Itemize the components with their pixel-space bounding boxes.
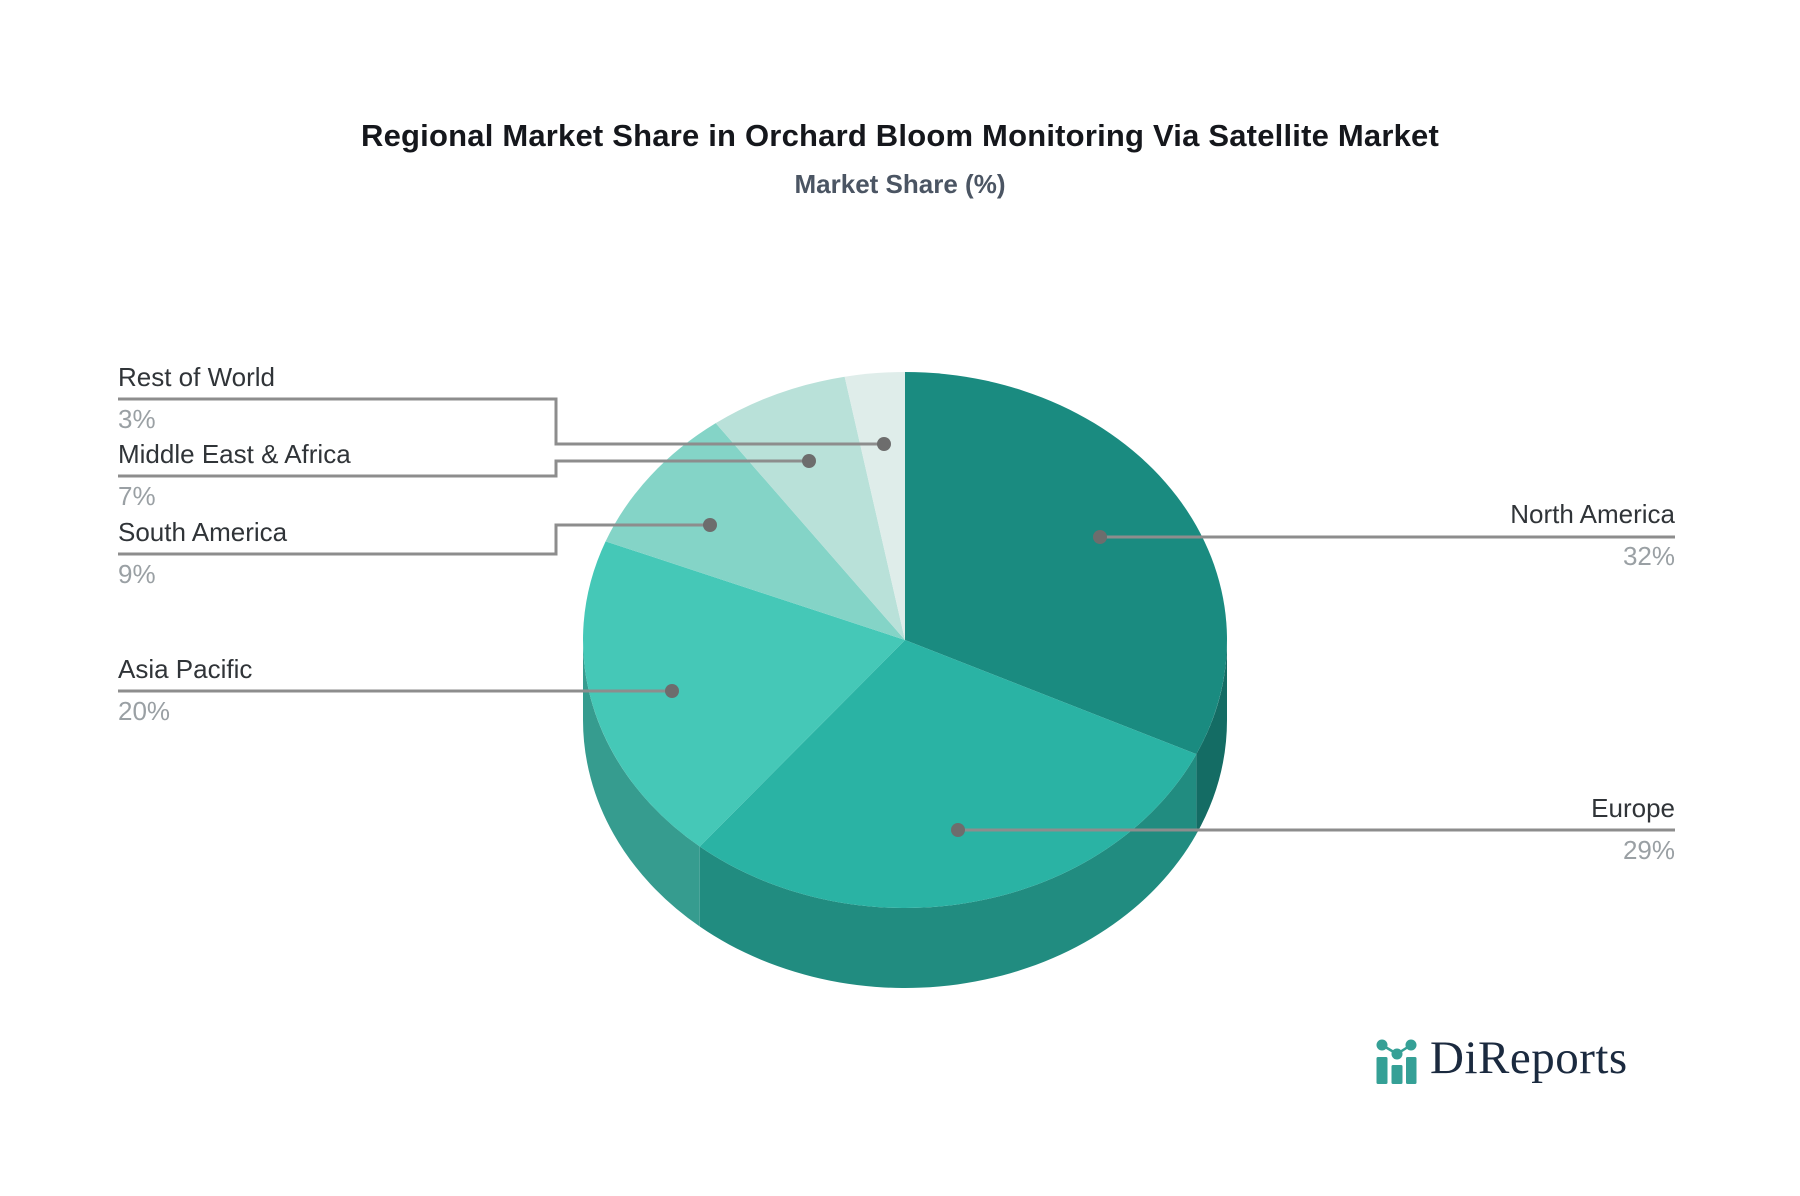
label-north-america: North America 32% bbox=[1510, 498, 1675, 572]
chart-title: Regional Market Share in Orchard Bloom M… bbox=[361, 118, 1439, 153]
logo-text: DiReports bbox=[1430, 1032, 1628, 1084]
pie-slice-asia-pacific[interactable] bbox=[583, 541, 905, 847]
connector-dot bbox=[1093, 530, 1107, 544]
label-europe: Europe 29% bbox=[1591, 792, 1675, 866]
pie-slice-rest-of-world[interactable] bbox=[844, 372, 905, 640]
connector-dot bbox=[802, 454, 816, 468]
series-percent: 9% bbox=[118, 559, 156, 589]
direports-logo[interactable]: DiReports bbox=[1376, 1032, 1628, 1084]
label-rest-of-world: Rest of World 3% bbox=[118, 361, 275, 435]
series-name: South America bbox=[118, 517, 288, 547]
pie-rim bbox=[699, 754, 1197, 988]
series-percent: 20% bbox=[118, 696, 171, 726]
pie-rim bbox=[1196, 640, 1227, 835]
series-name: Rest of World bbox=[118, 362, 276, 392]
connector-line bbox=[118, 397, 884, 446]
connector-dot bbox=[877, 437, 891, 451]
series-name: Europe bbox=[1591, 793, 1675, 823]
bar-line-chart-icon bbox=[1376, 1039, 1417, 1084]
pie-rim bbox=[583, 640, 700, 927]
series-name: Asia Pacific bbox=[118, 654, 253, 684]
series-name: North America bbox=[1510, 499, 1675, 529]
connector-dot bbox=[951, 823, 965, 837]
pie-slice-north-america[interactable] bbox=[905, 372, 1227, 755]
connector-dot bbox=[665, 684, 679, 698]
label-asia-pacific: Asia Pacific 20% bbox=[118, 653, 252, 727]
series-percent: 29% bbox=[1622, 835, 1675, 865]
pie-slice-europe[interactable] bbox=[699, 640, 1197, 909]
series-percent: 7% bbox=[118, 481, 156, 511]
connector-line bbox=[118, 459, 809, 478]
series-name: Middle East & Africa bbox=[118, 439, 351, 469]
chart-subtitle: Market Share (%) bbox=[794, 169, 1006, 199]
series-percent: 3% bbox=[118, 404, 156, 434]
connector-line bbox=[118, 523, 710, 556]
series-percent: 32% bbox=[1622, 541, 1675, 571]
label-middle-east-africa: Middle East & Africa 7% bbox=[118, 438, 351, 512]
label-south-america: South America 9% bbox=[118, 516, 287, 590]
connector-dot bbox=[703, 518, 717, 532]
pie-slice-south-america[interactable] bbox=[605, 423, 905, 640]
